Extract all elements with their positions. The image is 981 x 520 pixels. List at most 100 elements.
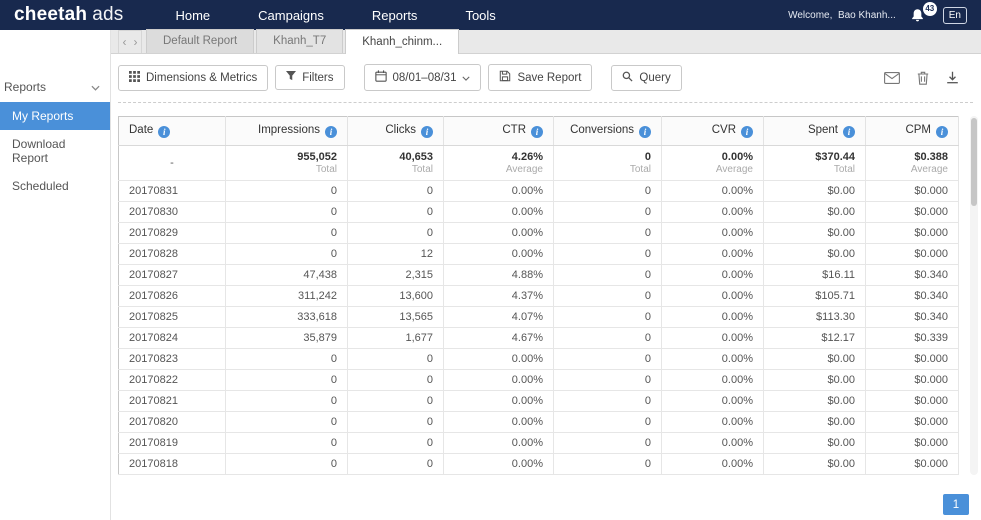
value-cell: 0 [225, 369, 348, 391]
notification-badge: 43 [922, 1, 937, 16]
funnel-icon [286, 71, 297, 84]
nav-tools[interactable]: Tools [465, 7, 496, 23]
column-header-impressions[interactable]: Impressions i [225, 116, 348, 146]
trash-icon[interactable] [917, 71, 929, 85]
tab-khanh-t7[interactable]: Khanh_T7 [256, 29, 344, 53]
chevron-down-icon [91, 80, 100, 94]
table-totals-row: -955,052 Total 40,653 Total 4.26% Average 0 Tot… [118, 145, 959, 181]
info-icon[interactable]: i [158, 126, 171, 138]
value-cell: $0.339 [865, 327, 959, 349]
table-row: 20170826 311,242 13,600 4.37% 0 0.00% $105.71 $… [118, 285, 959, 307]
notifications-bell-icon[interactable]: 43 [910, 1, 937, 23]
value-cell: 0 [225, 390, 348, 412]
sidebar-section-reports[interactable]: Reports [0, 72, 110, 102]
column-header-spent[interactable]: Spent i [763, 116, 866, 146]
info-icon[interactable]: i [843, 126, 855, 138]
value-cell: $0.00 [763, 453, 866, 475]
value-cell: $0.000 [865, 180, 959, 202]
totals-cell: 955,052 Total [225, 145, 348, 181]
query-button[interactable]: Query [611, 64, 682, 91]
value-cell: 0.00% [661, 243, 764, 265]
tab-scroll-left-icon[interactable]: ‹ [122, 35, 127, 49]
value-cell: 0.00% [661, 348, 764, 370]
sidebar-item-download-report[interactable]: Download Report [12, 137, 66, 165]
value-cell: 0 [225, 411, 348, 433]
value-cell: 0 [347, 201, 444, 223]
filters-button[interactable]: Filters [275, 65, 345, 90]
totals-cell: $370.44 Total [763, 145, 866, 181]
value-cell: 0.00% [661, 432, 764, 454]
column-header-ctr[interactable]: CTR i [443, 116, 554, 146]
navbar-right: Welcome, Bao Khanh... 43 En [788, 1, 967, 24]
date-cell: 20170826 [118, 285, 226, 307]
date-cell: 20170828 [118, 243, 226, 265]
value-cell: 333,618 [225, 306, 348, 328]
value-cell: 0 [347, 180, 444, 202]
sidebar-item-my-reports[interactable]: My Reports [0, 102, 110, 130]
column-header-cpm[interactable]: CPM i [865, 116, 959, 146]
info-icon[interactable]: i [936, 126, 948, 138]
value-cell: 0.00% [443, 222, 554, 244]
report-content: Dimensions & Metrics Filters 08/01–08/31 [111, 54, 981, 520]
date-cell: 20170829 [118, 222, 226, 244]
toolbar-right-icons [884, 71, 973, 85]
download-icon[interactable] [946, 71, 959, 84]
language-button[interactable]: En [942, 6, 967, 24]
value-cell: $0.000 [865, 201, 959, 223]
save-report-button[interactable]: Save Report [488, 64, 593, 91]
value-cell: 4.07% [443, 306, 554, 328]
value-cell: 0.00% [443, 348, 554, 370]
nav-reports[interactable]: Reports [371, 7, 418, 23]
table-row: 20170831 0 0 0.00% 0 0.00% $0.00 $0.000 [118, 180, 959, 202]
pagination-page-1[interactable]: 1 [943, 494, 969, 515]
tab-scroll-right-icon[interactable]: › [133, 35, 138, 49]
value-cell: 4.67% [443, 327, 554, 349]
nav-campaigns[interactable]: Campaigns [258, 7, 324, 23]
info-icon[interactable]: i [531, 126, 543, 138]
scrollbar-thumb[interactable] [971, 118, 977, 206]
date-range-button[interactable]: 08/01–08/31 [363, 64, 482, 91]
info-icon[interactable]: i [741, 126, 753, 138]
vertical-scrollbar[interactable] [970, 116, 978, 475]
value-cell: $16.11 [763, 264, 866, 286]
main-nav: Home Campaigns Reports Tools [175, 8, 495, 23]
caret-down-icon [462, 72, 471, 84]
table-row: 20170822 0 0 0.00% 0 0.00% $0.00 $0.000 [118, 369, 959, 391]
brand-logo[interactable]: cheetah ads [14, 4, 123, 26]
sidebar-section-label: Reports [4, 80, 47, 94]
date-cell: 20170821 [118, 390, 226, 412]
info-icon[interactable]: i [325, 126, 337, 138]
report-table: Date i Impressions i Clicks i CTR i Conversions i… [118, 116, 959, 475]
nav-home[interactable]: Home [175, 7, 211, 23]
info-icon[interactable]: i [639, 126, 651, 138]
dimensions-metrics-button[interactable]: Dimensions & Metrics [118, 64, 269, 91]
date-cell: 20170824 [118, 327, 226, 349]
value-cell: $0.00 [763, 201, 866, 223]
value-cell: 0.00% [443, 243, 554, 265]
column-header-conversions[interactable]: Conversions i [553, 116, 662, 146]
column-header-cvr[interactable]: CVR i [661, 116, 764, 146]
value-cell: 0 [553, 327, 662, 349]
welcome-text: Welcome, Bao Khanh... [788, 9, 896, 21]
sidebar-item-scheduled[interactable]: Scheduled [12, 179, 69, 193]
tab-khanh-chinm[interactable]: Khanh_chinm... [345, 29, 460, 54]
report-toolbar: Dimensions & Metrics Filters 08/01–08/31 [118, 64, 973, 91]
column-header-date[interactable]: Date i [118, 116, 226, 146]
main-content: ‹ › Default Report Khanh_T7 Khanh_chinm.… [111, 29, 981, 520]
report-table-wrap: Date i Impressions i Clicks i CTR i Conversions i… [118, 116, 978, 475]
value-cell: 0.00% [661, 285, 764, 307]
value-cell: 0 [225, 222, 348, 244]
value-cell: $0.340 [865, 306, 959, 328]
value-cell: $0.00 [763, 369, 866, 391]
username: Bao Khanh... [837, 9, 896, 21]
grid-icon [129, 70, 140, 85]
email-icon[interactable] [884, 71, 900, 84]
date-cell: 20170831 [118, 180, 226, 202]
date-cell: 20170822 [118, 369, 226, 391]
search-icon [622, 71, 633, 85]
value-cell: 0 [553, 243, 662, 265]
tab-default-report[interactable]: Default Report [146, 29, 255, 53]
column-header-clicks[interactable]: Clicks i [347, 116, 444, 146]
info-icon[interactable]: i [421, 126, 433, 138]
value-cell: 4.88% [443, 264, 554, 286]
